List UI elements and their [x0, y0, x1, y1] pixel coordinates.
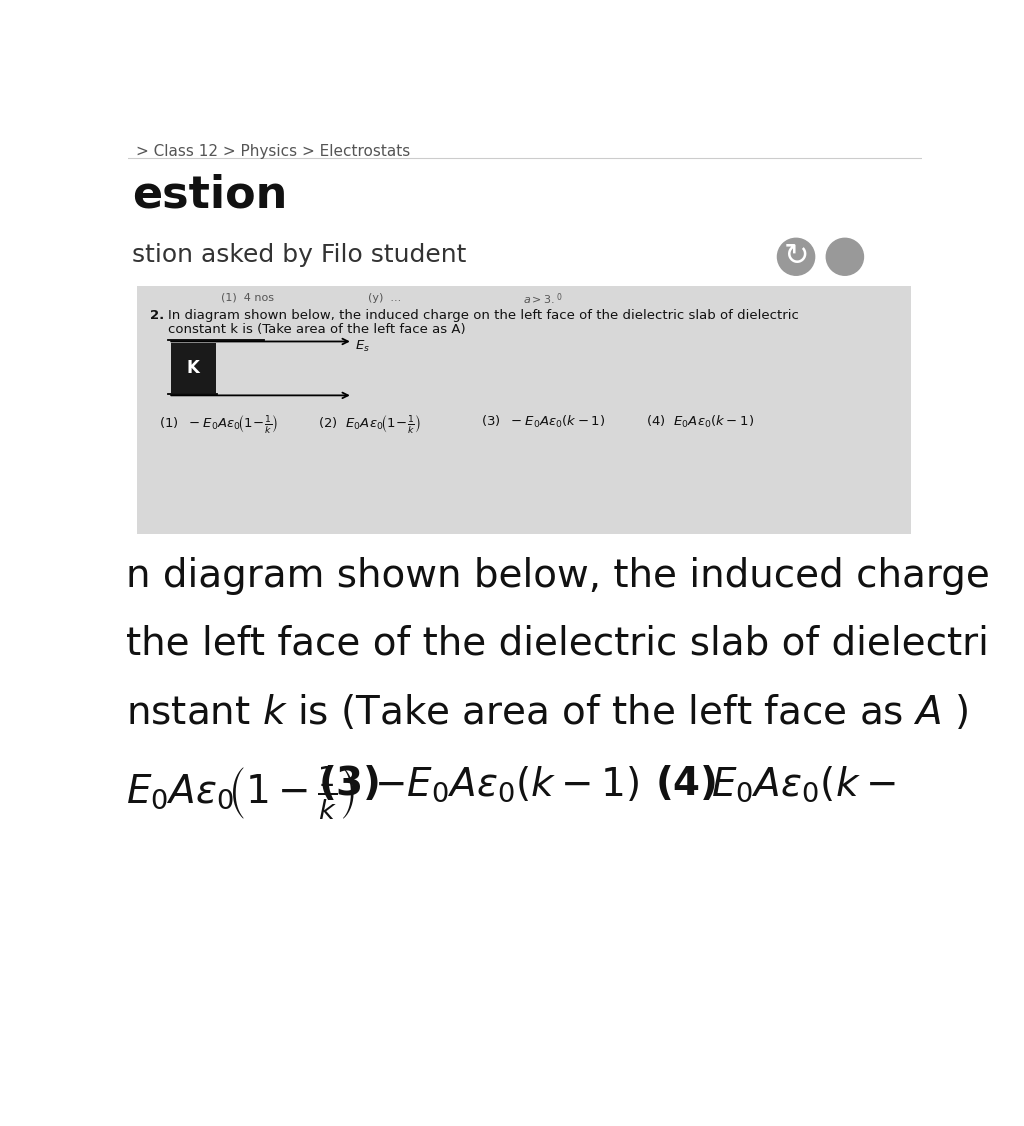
Text: ↻: ↻: [783, 242, 809, 271]
Text: 2.: 2.: [150, 310, 164, 322]
Text: n diagram shown below, the induced charge: n diagram shown below, the induced charg…: [126, 557, 990, 595]
Text: $(2)\ \ E_0A\varepsilon_0\!\left(1\!-\!\frac{1}{k}\right)$: $(2)\ \ E_0A\varepsilon_0\!\left(1\!-\!\…: [317, 414, 421, 436]
Text: $(4)\ \ E_0A\varepsilon_0(k-1)$: $(4)\ \ E_0A\varepsilon_0(k-1)$: [646, 414, 754, 430]
Text: > Class 12 > Physics > Electrostats: > Class 12 > Physics > Electrostats: [136, 144, 410, 160]
Text: $(3)\ \ -E_0A\varepsilon_0(k-1)$: $(3)\ \ -E_0A\varepsilon_0(k-1)$: [480, 414, 605, 430]
Circle shape: [777, 239, 815, 275]
Circle shape: [826, 239, 863, 275]
Bar: [171, 343, 216, 393]
Text: estion: estion: [132, 173, 288, 216]
Text: constant k is (Take area of the left face as A): constant k is (Take area of the left fac…: [168, 323, 466, 336]
Text: $\mathbf{(4)}$: $\mathbf{(4)}$: [655, 765, 717, 803]
Text: $\mathbf{(3)}$: $\mathbf{(3)}$: [317, 765, 379, 803]
Text: $(1)\ \ -E_0A\varepsilon_0\!\left(1\!-\!\frac{1}{k}\right)$: $(1)\ \ -E_0A\varepsilon_0\!\left(1\!-\!…: [159, 414, 279, 436]
Bar: [137, 286, 910, 534]
Text: K: K: [186, 359, 200, 377]
Text: In diagram shown below, the induced charge on the left face of the dielectric sl: In diagram shown below, the induced char…: [168, 310, 799, 322]
Text: $E_0 A\varepsilon_0\!\left(1-\frac{1}{k}\right)$: $E_0 A\varepsilon_0\!\left(1-\frac{1}{k}…: [126, 765, 356, 822]
Text: $a > 3.\overset{0}{}$: $a > 3.\overset{0}{}$: [523, 293, 563, 307]
Text: nstant $k$ is (Take area of the left face as $A$ ): nstant $k$ is (Take area of the left fac…: [126, 692, 969, 732]
Text: stion asked by Filo student: stion asked by Filo student: [132, 243, 466, 267]
Text: the left face of the dielectric slab of dielectri: the left face of the dielectric slab of …: [126, 625, 989, 663]
Text: (y)  ...: (y) ...: [369, 293, 401, 303]
Text: $E_0 A\varepsilon_0(k-$: $E_0 A\varepsilon_0(k-$: [711, 765, 895, 804]
Text: (1)  4 nos: (1) 4 nos: [221, 293, 274, 303]
Text: $E_s$: $E_s$: [355, 339, 370, 354]
Text: $-E_0 A\varepsilon_0(k-1)$: $-E_0 A\varepsilon_0(k-1)$: [375, 765, 640, 804]
